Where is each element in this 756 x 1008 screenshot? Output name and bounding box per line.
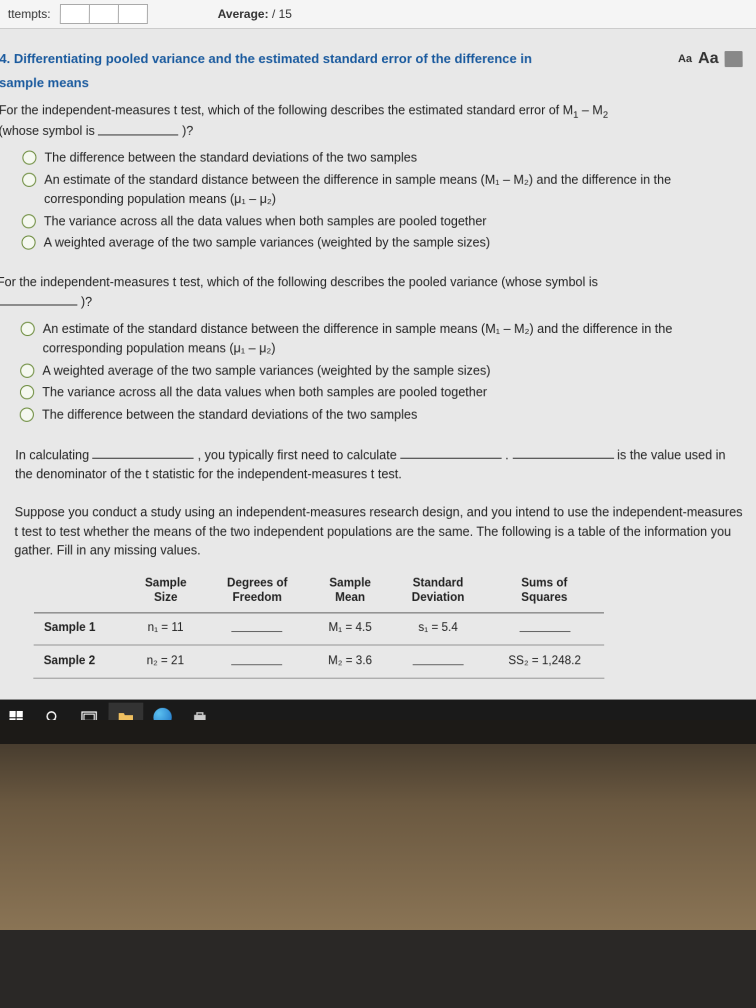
question-content: 4. Differentiating pooled variance and t…	[0, 29, 756, 700]
attempts-bar: ttempts: Average: / 15	[0, 0, 756, 29]
cell-size: n₂ = 21	[125, 645, 205, 678]
radio-option[interactable]: A weighted average of the two sample var…	[21, 234, 744, 253]
average-label: Average:	[218, 7, 269, 21]
radio-icon	[20, 385, 34, 399]
row-label: Sample 2	[33, 645, 125, 678]
th-ss: Sums ofSquares	[485, 571, 604, 612]
font-decrease-button[interactable]: Aa	[678, 51, 692, 68]
font-increase-button[interactable]: Aa	[698, 47, 719, 71]
blank-input[interactable]	[400, 445, 501, 459]
radio-option[interactable]: An estimate of the standard distance bet…	[22, 171, 744, 209]
q2-options: An estimate of the standard distance bet…	[20, 320, 747, 425]
blank-input[interactable]	[93, 445, 194, 459]
th-mean: SampleMean	[309, 571, 391, 612]
cell-mean: M₂ = 3.6	[309, 645, 391, 678]
table-row: Sample 1 n₁ = 11 M₁ = 4.5 s₁ = 5.4	[34, 613, 605, 646]
radio-icon	[20, 408, 34, 422]
data-table-wrap: SampleSize Degrees ofFreedom SampleMean …	[33, 571, 604, 679]
th-blank	[34, 571, 126, 612]
quiz-page: ttempts: Average: / 15 4. Differentiatin…	[0, 0, 756, 735]
radio-icon	[21, 322, 35, 336]
radio-option[interactable]: A weighted average of the two sample var…	[20, 361, 746, 380]
radio-option[interactable]: The difference between the standard devi…	[22, 149, 744, 168]
cell-df[interactable]	[205, 613, 309, 646]
radio-option[interactable]: The variance across all the data values …	[20, 383, 746, 402]
attempt-box[interactable]	[59, 4, 89, 24]
blank-input[interactable]	[98, 121, 178, 135]
cell-ss[interactable]	[485, 613, 604, 646]
cell-ss: SS₂ = 1,248.2	[485, 645, 604, 678]
q1-prompt: For the independent-measures t test, whi…	[0, 101, 743, 141]
blank-input[interactable]	[512, 445, 613, 459]
attempt-box[interactable]	[118, 4, 148, 24]
radio-option[interactable]: The difference between the standard devi…	[20, 406, 747, 425]
row-label: Sample 1	[34, 613, 126, 646]
radio-icon	[22, 214, 36, 228]
attempts-label: ttempts:	[8, 7, 51, 21]
attempt-box[interactable]	[88, 4, 118, 24]
blank-input[interactable]	[0, 292, 77, 306]
cell-mean: M₁ = 4.5	[309, 613, 391, 646]
cell-sd: s₁ = 5.4	[391, 613, 485, 646]
photo-desk-area	[0, 720, 756, 930]
th-size: SampleSize	[126, 571, 206, 612]
radio-icon	[21, 236, 35, 250]
data-table: SampleSize Degrees ofFreedom SampleMean …	[33, 571, 604, 679]
cell-df[interactable]	[205, 645, 309, 678]
attempt-boxes	[60, 4, 147, 24]
th-sd: StandardDeviation	[391, 571, 485, 612]
radio-option[interactable]: The variance across all the data values …	[22, 212, 745, 231]
q3-prompt: In calculating , you typically first nee…	[15, 445, 747, 484]
q4-prompt: Suppose you conduct a study using an ind…	[14, 503, 748, 561]
question-title-line2: sample means	[0, 73, 89, 93]
question-title-row: 4. Differentiating pooled variance and t…	[0, 47, 743, 71]
th-df: Degrees ofFreedom	[205, 571, 309, 612]
radio-icon	[20, 363, 34, 377]
font-tools: Aa Aa	[678, 47, 743, 71]
average-value: / 15	[272, 7, 292, 21]
q2-prompt: For the independent-measures t test, whi…	[0, 273, 745, 312]
radio-icon	[22, 173, 36, 187]
q1-options: The difference between the standard devi…	[21, 149, 744, 253]
radio-icon	[22, 151, 36, 165]
cell-size: n₁ = 11	[126, 613, 206, 646]
question-number: 4.	[0, 51, 10, 66]
print-icon[interactable]	[725, 51, 743, 67]
cell-sd[interactable]	[391, 645, 485, 678]
radio-option[interactable]: An estimate of the standard distance bet…	[20, 320, 745, 358]
question-title: Differentiating pooled variance and the …	[14, 51, 532, 66]
table-row: Sample 2 n₂ = 21 M₂ = 3.6 SS₂ = 1,248.2	[33, 645, 604, 678]
